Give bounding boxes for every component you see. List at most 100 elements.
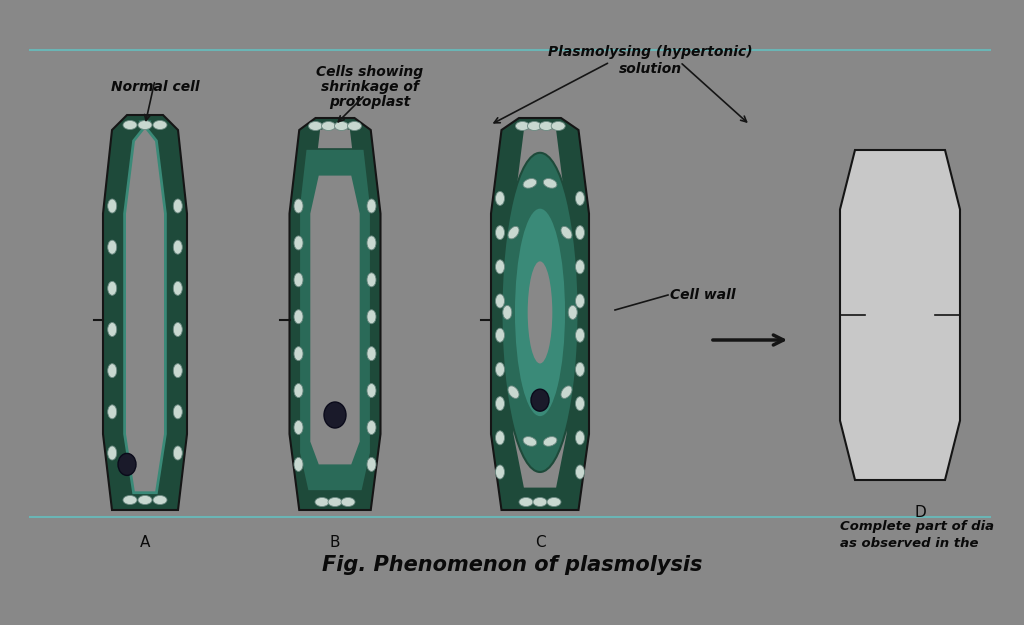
Text: protoplast: protoplast (330, 95, 411, 109)
Ellipse shape (568, 306, 578, 319)
Ellipse shape (173, 405, 182, 419)
Ellipse shape (108, 281, 117, 296)
Ellipse shape (496, 260, 505, 274)
Ellipse shape (575, 260, 585, 274)
Text: Cell wall: Cell wall (670, 288, 735, 302)
Ellipse shape (551, 121, 565, 131)
Ellipse shape (496, 226, 505, 239)
Ellipse shape (123, 496, 137, 504)
Ellipse shape (496, 362, 505, 376)
Ellipse shape (173, 446, 182, 460)
Ellipse shape (367, 236, 376, 250)
Ellipse shape (496, 328, 505, 342)
Text: solution: solution (618, 62, 682, 76)
Ellipse shape (138, 496, 152, 504)
Ellipse shape (575, 294, 585, 308)
Ellipse shape (367, 347, 376, 361)
Ellipse shape (547, 498, 561, 506)
Ellipse shape (519, 498, 534, 506)
Ellipse shape (367, 199, 376, 213)
Ellipse shape (294, 199, 303, 213)
Text: D: D (914, 505, 926, 520)
Ellipse shape (561, 386, 572, 398)
Ellipse shape (108, 240, 117, 254)
Ellipse shape (118, 453, 136, 476)
Ellipse shape (508, 386, 519, 398)
Ellipse shape (527, 121, 542, 131)
Ellipse shape (523, 179, 537, 188)
Ellipse shape (544, 179, 557, 188)
Ellipse shape (347, 121, 361, 131)
Ellipse shape (322, 121, 336, 131)
Ellipse shape (108, 322, 117, 336)
Ellipse shape (367, 273, 376, 287)
Ellipse shape (515, 209, 565, 416)
Ellipse shape (294, 347, 303, 361)
Text: B: B (330, 535, 340, 550)
Text: C: C (535, 535, 546, 550)
Ellipse shape (108, 199, 117, 213)
Polygon shape (290, 118, 381, 510)
Polygon shape (299, 149, 371, 491)
Polygon shape (310, 125, 359, 489)
Ellipse shape (502, 152, 579, 472)
Ellipse shape (496, 397, 505, 411)
Ellipse shape (294, 421, 303, 434)
Text: Cells showing: Cells showing (316, 65, 424, 79)
Text: A: A (140, 535, 151, 550)
Ellipse shape (575, 191, 585, 206)
Ellipse shape (523, 437, 537, 446)
Ellipse shape (294, 236, 303, 250)
Ellipse shape (173, 364, 182, 378)
Ellipse shape (341, 498, 355, 506)
Ellipse shape (108, 364, 117, 378)
Ellipse shape (575, 328, 585, 342)
Polygon shape (125, 122, 166, 492)
Ellipse shape (294, 458, 303, 471)
Ellipse shape (108, 405, 117, 419)
Text: Plasmolysing (hypertonic): Plasmolysing (hypertonic) (548, 45, 753, 59)
Text: as observed in the: as observed in the (840, 537, 979, 550)
Ellipse shape (531, 389, 549, 411)
Ellipse shape (575, 465, 585, 479)
Ellipse shape (324, 402, 346, 428)
Ellipse shape (575, 397, 585, 411)
Ellipse shape (496, 191, 505, 206)
Ellipse shape (534, 498, 547, 506)
Text: Complete part of dia: Complete part of dia (840, 520, 994, 533)
Ellipse shape (294, 384, 303, 398)
Polygon shape (513, 125, 566, 488)
Text: Fig. Phenomenon of plasmolysis: Fig. Phenomenon of plasmolysis (322, 555, 702, 575)
Ellipse shape (367, 458, 376, 471)
Ellipse shape (527, 261, 552, 364)
Ellipse shape (503, 306, 512, 319)
Ellipse shape (367, 384, 376, 398)
Ellipse shape (515, 121, 529, 131)
Ellipse shape (294, 310, 303, 324)
Ellipse shape (575, 226, 585, 239)
Ellipse shape (544, 437, 557, 446)
Ellipse shape (367, 310, 376, 324)
Ellipse shape (153, 121, 167, 129)
Ellipse shape (153, 496, 167, 504)
Polygon shape (840, 150, 961, 480)
Text: Normal cell: Normal cell (111, 80, 200, 94)
Ellipse shape (508, 226, 519, 239)
Ellipse shape (123, 121, 137, 129)
Ellipse shape (367, 421, 376, 434)
Ellipse shape (173, 281, 182, 296)
Ellipse shape (575, 431, 585, 445)
Polygon shape (103, 115, 187, 510)
Ellipse shape (496, 294, 505, 308)
Ellipse shape (138, 121, 152, 129)
Ellipse shape (308, 121, 323, 131)
Ellipse shape (315, 498, 329, 506)
Ellipse shape (173, 199, 182, 213)
Ellipse shape (108, 446, 117, 460)
Ellipse shape (328, 498, 342, 506)
Ellipse shape (540, 121, 553, 131)
Ellipse shape (496, 431, 505, 445)
Text: shrinkage of: shrinkage of (322, 80, 419, 94)
Ellipse shape (173, 240, 182, 254)
Ellipse shape (335, 121, 348, 131)
